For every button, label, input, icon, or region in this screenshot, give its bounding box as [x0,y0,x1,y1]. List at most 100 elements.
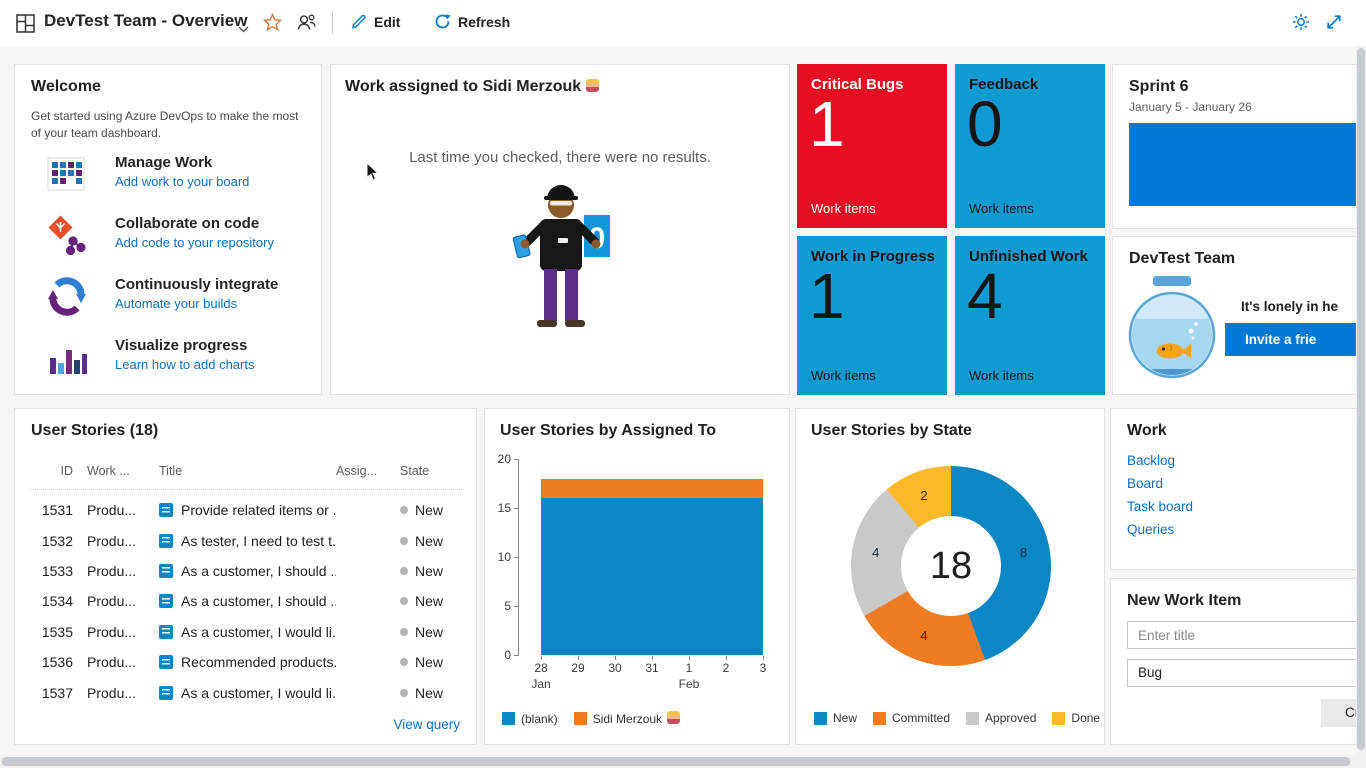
title-input[interactable] [1127,621,1366,649]
tile-label: Unfinished Work [969,248,1088,265]
work-item-title[interactable]: As a customer, I should ... [181,562,336,579]
work-item-title[interactable]: As tester, I need to test t... [181,532,336,549]
work-item-type: Produ... [87,654,137,671]
column-header-title[interactable]: Title [159,464,183,478]
legend-item-sidi[interactable]: Sidi Merzouk [573,711,681,726]
column-header-id[interactable]: ID [60,464,74,478]
work-card-title: Work [1127,422,1167,439]
chevron-down-icon[interactable] [238,20,249,38]
legend-swatch-icon [502,712,515,725]
work-assigned-title-text: Work assigned to Sidi Merzouk [345,78,582,95]
work-item-title[interactable]: Recommended products... [181,654,336,671]
refresh-button[interactable]: Refresh [434,13,510,30]
legend-item-new[interactable]: New [814,711,857,725]
legend-item-blank[interactable]: (blank) [502,712,558,726]
vertical-scrollbar-thumb[interactable] [1357,48,1365,750]
dashboard-title[interactable]: DevTest Team - Overview [44,11,248,30]
query-tile-feedback[interactable]: Feedback 0 Work items [955,64,1105,228]
work-item-type-select[interactable]: Bug [1127,659,1366,687]
x-axis-tick [615,656,616,660]
git-branch-icon [45,214,89,263]
query-tile-unfinished-work[interactable]: Unfinished Work 4 Work items [955,236,1105,395]
column-header-state[interactable]: State [400,464,430,478]
sprint-capacity-bar[interactable] [1129,123,1366,206]
y-axis-tick-label: 15 [497,501,511,515]
y-axis-tick [514,459,519,460]
work-item-id: 1536 [41,654,73,671]
legend-swatch-icon [1052,711,1066,725]
welcome-item-link[interactable]: Automate your builds [115,296,238,311]
work-item-title[interactable]: As a customer, I should ... [181,593,336,610]
kanban-board-icon [45,153,89,202]
welcome-item-link[interactable]: Add code to your repository [115,235,274,250]
table-body: 1531 Produ... Provide related items or .… [31,495,462,708]
horizontal-scrollbar[interactable] [0,755,1366,768]
work-item-state: New [415,562,444,579]
legend-item-committed[interactable]: Committed [873,711,950,725]
person-emoji-icon [586,79,600,92]
work-item-title[interactable]: As a customer, I would li... [181,623,336,640]
welcome-item-link[interactable]: Add work to your board [115,174,250,189]
table-row[interactable]: 1534 Produ... As a customer, I should ..… [31,586,462,616]
table-row[interactable]: 1535 Produ... As a customer, I would li.… [31,617,462,647]
work-item-id: 1537 [41,684,73,701]
state-dot-icon [400,506,408,515]
ci-loop-icon [45,275,89,324]
team-members-icon[interactable] [296,13,317,37]
welcome-subtitle: Get started using Azure DevOps to make t… [31,109,299,141]
work-item-type: Produ... [87,562,137,579]
legend-label: Sidi Merzouk [593,711,681,726]
legend-item-done[interactable]: Done [1052,711,1100,725]
query-tile-critical-bugs[interactable]: Critical Bugs 1 Work items [797,64,947,228]
welcome-item-link[interactable]: Learn how to add charts [115,357,255,372]
column-header-assigned[interactable]: Assig... [336,464,377,478]
y-axis-tick [514,606,519,607]
work-item-title[interactable]: Provide related items or ... [181,502,336,519]
welcome-item-visualize: Visualize progress Learn how to add char… [45,336,305,382]
new-work-item-title: New Work Item [1127,592,1242,609]
state-dot-icon [400,627,408,636]
state-dot-icon [400,658,408,667]
taskboard-link[interactable]: Task board [1127,499,1194,514]
sprint-title: Sprint 6 [1129,78,1189,95]
query-tile-work-in-progress[interactable]: Work in Progress 1 Work items [797,236,947,395]
gear-icon[interactable] [1292,13,1310,36]
vertical-scrollbar[interactable] [1356,46,1366,756]
stories-by-assigned-chart-widget: User Stories by Assigned To 0 5 10 15 20 28 Ja… [484,408,790,745]
welcome-item-title: Collaborate on code [115,215,260,232]
x-axis-month-label: Feb [678,677,700,691]
view-query-link[interactable]: View query [393,717,460,732]
queries-link[interactable]: Queries [1127,522,1175,537]
y-axis-tick [514,508,519,509]
table-row[interactable]: 1533 Produ... As a customer, I should ..… [31,556,462,586]
table-row[interactable]: 1536 Produ... Recommended products... Ne… [31,647,462,677]
welcome-item-title: Continuously integrate [115,276,279,293]
team-message: It's lonely in he [1241,299,1338,314]
refresh-icon [435,14,451,29]
legend-item-approved[interactable]: Approved [966,711,1036,725]
tile-value: 0 [967,88,1003,160]
work-item-type: Produ... [87,532,137,549]
area-chart-legend: (blank) Sidi Merzouk [502,711,681,726]
table-row[interactable]: 1532 Produ... As tester, I need to test … [31,525,462,555]
dashboard-toolbar: DevTest Team - Overview Edit Refresh [0,0,1366,46]
table-row[interactable]: 1531 Produ... Provide related items or .… [31,495,462,525]
welcome-title: Welcome [31,78,101,95]
x-axis-tick-label: 30 [608,661,622,675]
legend-swatch-icon [873,711,887,725]
fullscreen-icon[interactable] [1325,13,1343,36]
backlog-link[interactable]: Backlog [1127,453,1176,468]
invite-friend-button[interactable]: Invite a frie [1225,323,1366,356]
table-row[interactable]: 1537 Produ... As a customer, I would li.… [31,677,462,707]
work-item-title[interactable]: As a customer, I would li... [181,684,336,701]
x-axis-tick-label: 3 [759,661,767,675]
board-link[interactable]: Board [1127,476,1164,491]
edit-button[interactable]: Edit [350,13,400,30]
horizontal-scrollbar-thumb[interactable] [2,757,1350,766]
tile-caption: Work items [811,368,876,383]
column-header-worktype[interactable]: Work ... [87,464,130,478]
tile-value: 4 [967,260,1003,332]
favorite-star-icon[interactable] [262,12,283,37]
work-item-type: Produ... [87,502,137,519]
work-item-state: New [415,593,444,610]
